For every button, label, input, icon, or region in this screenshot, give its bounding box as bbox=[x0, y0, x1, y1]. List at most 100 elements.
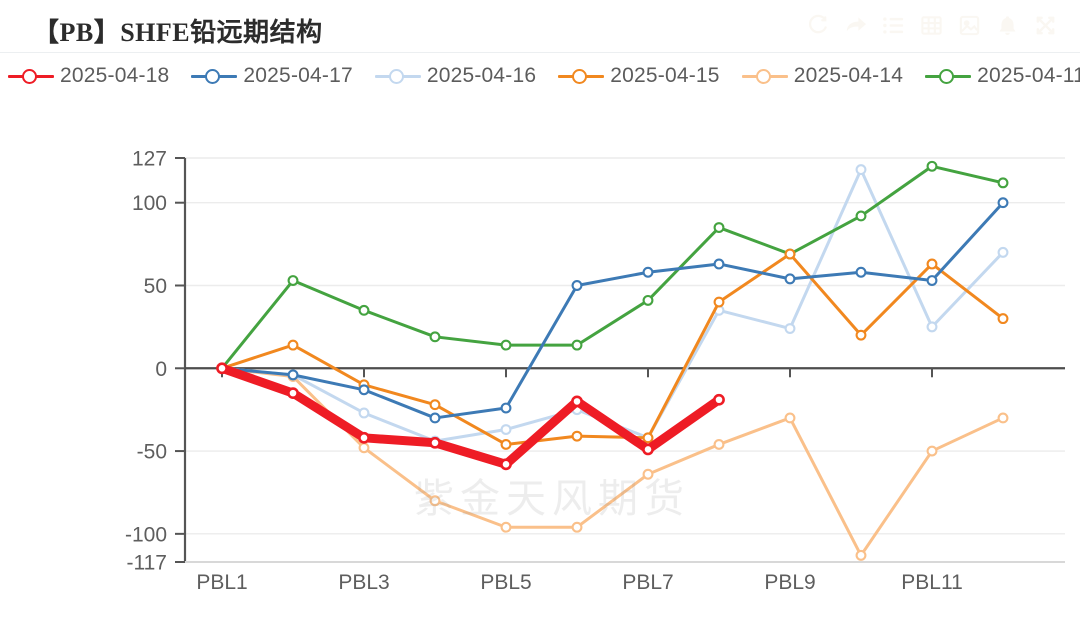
data-point[interactable] bbox=[500, 458, 512, 471]
data-point[interactable] bbox=[926, 321, 938, 333]
series-2025-04-11[interactable] bbox=[216, 160, 1009, 374]
x-axis-tick-label: PBL7 bbox=[622, 571, 673, 594]
data-point[interactable] bbox=[571, 521, 583, 533]
data-point[interactable] bbox=[784, 323, 796, 334]
x-axis-tick-label: PBL11 bbox=[901, 571, 963, 594]
series-2025-04-18[interactable] bbox=[216, 362, 725, 471]
legend-item-2025-04-18[interactable]: 2025-04-18 bbox=[8, 64, 169, 88]
legend-marker-icon bbox=[8, 66, 54, 86]
data-point[interactable] bbox=[997, 412, 1009, 424]
data-point[interactable] bbox=[429, 436, 441, 449]
legend-item-2025-04-16[interactable]: 2025-04-16 bbox=[374, 64, 536, 88]
data-point[interactable] bbox=[571, 430, 583, 442]
chart-header: 【PB】SHFE铅远期结构 bbox=[0, 0, 1080, 52]
y-axis-tick-label: 50 bbox=[144, 275, 167, 298]
y-axis-tick-label: 100 bbox=[132, 192, 167, 215]
data-point[interactable] bbox=[784, 248, 796, 260]
series-2025-04-17[interactable] bbox=[216, 197, 1009, 424]
x-axis-tick-label: PBL3 bbox=[338, 571, 389, 594]
data-point[interactable] bbox=[855, 329, 867, 341]
data-point[interactable] bbox=[713, 393, 725, 406]
data-point[interactable] bbox=[429, 495, 441, 507]
data-point[interactable] bbox=[571, 339, 583, 351]
data-point[interactable] bbox=[713, 258, 725, 270]
series-2025-04-14[interactable] bbox=[216, 362, 1009, 561]
data-point[interactable] bbox=[926, 275, 938, 286]
data-point[interactable] bbox=[855, 164, 867, 176]
chart-svg: 127 100 50 0 -50 -100 -117 PBL1 PBL3 PBL5 PBL7 PBL9… bbox=[125, 148, 1065, 594]
data-point[interactable] bbox=[642, 266, 654, 278]
image-icon[interactable] bbox=[956, 12, 982, 38]
data-point[interactable] bbox=[784, 273, 796, 285]
data-point[interactable] bbox=[429, 412, 441, 424]
legend-item-label: 2025-04-14 bbox=[793, 64, 904, 87]
table-icon[interactable] bbox=[918, 12, 944, 38]
data-point[interactable] bbox=[926, 258, 938, 270]
bell-icon[interactable] bbox=[994, 12, 1020, 38]
legend-item-label: 2025-04-17 bbox=[243, 64, 353, 87]
series-line bbox=[220, 366, 1005, 557]
legend-item-2025-04-17[interactable]: 2025-04-17 bbox=[191, 64, 353, 88]
data-point[interactable] bbox=[997, 313, 1009, 325]
expand-icon[interactable] bbox=[1032, 12, 1058, 38]
chart-plot-area: 127 100 50 0 -50 -100 -117 PBL1 PBL3 PBL5 PBL7 PBL9… bbox=[0, 96, 1080, 620]
data-point[interactable] bbox=[287, 275, 299, 286]
legend-marker-icon bbox=[741, 66, 788, 86]
legend-item-2025-04-15[interactable]: 2025-04-15 bbox=[558, 64, 719, 88]
list-icon[interactable] bbox=[880, 12, 906, 38]
y-axis-tick-label: 0 bbox=[155, 358, 167, 381]
data-point[interactable] bbox=[500, 424, 512, 435]
data-point[interactable] bbox=[642, 432, 654, 444]
data-point[interactable] bbox=[500, 438, 512, 450]
data-point[interactable] bbox=[713, 222, 725, 233]
legend-marker-icon bbox=[925, 66, 972, 86]
legend-item-2025-04-14[interactable]: 2025-04-14 bbox=[741, 64, 904, 88]
data-point[interactable] bbox=[997, 246, 1009, 258]
data-point[interactable] bbox=[926, 160, 938, 172]
data-point[interactable] bbox=[358, 304, 370, 316]
data-point[interactable] bbox=[642, 443, 654, 456]
data-point[interactable] bbox=[287, 387, 299, 400]
legend-item-2025-04-11[interactable]: 2025-04-11 bbox=[925, 64, 1080, 88]
data-point[interactable] bbox=[571, 280, 583, 291]
data-point[interactable] bbox=[358, 384, 370, 396]
y-axis-tick-label: -117 bbox=[127, 552, 167, 575]
data-point[interactable] bbox=[713, 438, 725, 450]
data-point[interactable] bbox=[358, 442, 370, 454]
data-point[interactable] bbox=[926, 445, 938, 457]
x-axis-tick-label: PBL5 bbox=[480, 571, 531, 594]
data-point[interactable] bbox=[997, 177, 1009, 189]
share-icon[interactable] bbox=[842, 12, 868, 38]
data-point[interactable] bbox=[358, 431, 370, 444]
refresh-icon[interactable] bbox=[804, 12, 830, 38]
legend-item-label: 2025-04-18 bbox=[60, 64, 170, 87]
data-point[interactable] bbox=[784, 412, 796, 424]
data-point[interactable] bbox=[571, 395, 583, 408]
x-axis-tick-label: PBL1 bbox=[196, 571, 247, 594]
chart-legend: 2025-04-18 2025-04-17 2025-04-16 2025-04-15… bbox=[8, 57, 1080, 95]
data-point[interactable] bbox=[500, 521, 512, 533]
y-axis-tick-label: 127 bbox=[132, 148, 167, 171]
data-point[interactable] bbox=[855, 549, 867, 561]
data-point[interactable] bbox=[713, 296, 725, 308]
legend-marker-icon bbox=[191, 66, 238, 86]
data-point[interactable] bbox=[216, 362, 228, 375]
data-point[interactable] bbox=[358, 407, 370, 419]
header-divider bbox=[0, 52, 1080, 53]
data-point[interactable] bbox=[642, 294, 654, 306]
series-line bbox=[220, 168, 1005, 443]
data-point[interactable] bbox=[500, 402, 512, 414]
y-axis-tick-label: -50 bbox=[137, 441, 167, 464]
series-line bbox=[217, 363, 724, 469]
data-point[interactable] bbox=[500, 339, 512, 351]
data-point[interactable] bbox=[855, 210, 867, 222]
data-point[interactable] bbox=[429, 331, 441, 343]
data-point[interactable] bbox=[855, 266, 867, 278]
data-point[interactable] bbox=[287, 369, 299, 381]
series-line bbox=[220, 252, 1005, 446]
series-line bbox=[220, 164, 1005, 370]
data-point[interactable] bbox=[997, 197, 1009, 209]
data-point[interactable] bbox=[287, 339, 299, 351]
data-point[interactable] bbox=[429, 399, 441, 411]
data-point[interactable] bbox=[642, 468, 654, 480]
